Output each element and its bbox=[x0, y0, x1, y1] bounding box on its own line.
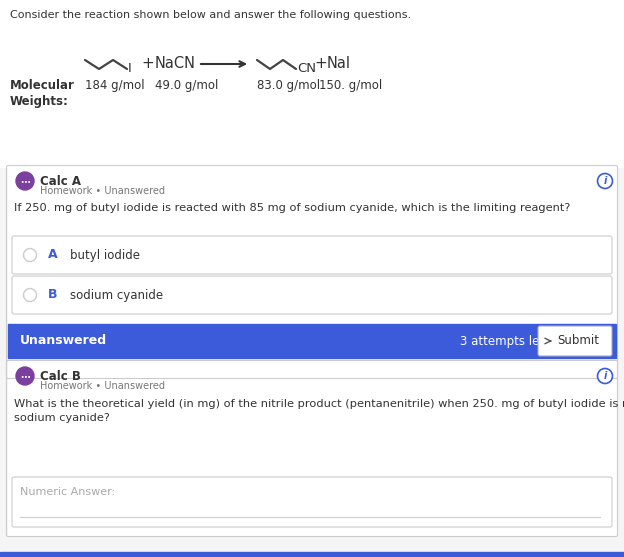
Bar bbox=[0, 0, 624, 167]
Text: If 250. mg of butyl iodide is reacted with 85 mg of sodium cyanide, which is the: If 250. mg of butyl iodide is reacted wi… bbox=[14, 203, 570, 213]
Text: CN: CN bbox=[297, 61, 316, 75]
Text: +: + bbox=[141, 56, 154, 71]
FancyBboxPatch shape bbox=[12, 236, 612, 274]
Text: Unanswered: Unanswered bbox=[20, 335, 107, 348]
Text: Calc B: Calc B bbox=[40, 370, 81, 383]
Text: Calc A: Calc A bbox=[40, 175, 81, 188]
Text: Molecular
Weights:: Molecular Weights: bbox=[10, 79, 75, 108]
Text: 184 g/mol: 184 g/mol bbox=[85, 79, 145, 92]
Text: sodium cyanide?: sodium cyanide? bbox=[14, 413, 110, 423]
Text: Consider the reaction shown below and answer the following questions.: Consider the reaction shown below and an… bbox=[10, 10, 411, 20]
Bar bbox=[8, 362, 616, 535]
Text: Submit: Submit bbox=[557, 335, 599, 348]
Text: 83.0 g/mol: 83.0 g/mol bbox=[257, 79, 320, 92]
Circle shape bbox=[16, 367, 34, 385]
Text: B: B bbox=[48, 289, 57, 301]
Text: 49.0 g/mol: 49.0 g/mol bbox=[155, 79, 218, 92]
Text: 150. g/mol: 150. g/mol bbox=[319, 79, 383, 92]
Circle shape bbox=[598, 173, 613, 188]
Text: sodium cyanide: sodium cyanide bbox=[70, 289, 163, 301]
Text: +: + bbox=[314, 56, 327, 71]
Text: i: i bbox=[603, 176, 607, 186]
Text: A: A bbox=[48, 248, 57, 261]
Text: What is the theoretical yield (in mg) of the nitrile product (pentanenitrile) wh: What is the theoretical yield (in mg) of… bbox=[14, 399, 624, 409]
Text: NaI: NaI bbox=[327, 56, 351, 71]
Text: I: I bbox=[128, 61, 132, 75]
FancyBboxPatch shape bbox=[538, 326, 612, 356]
Text: i: i bbox=[603, 371, 607, 381]
Text: NaCN: NaCN bbox=[155, 56, 196, 71]
Text: ⋯: ⋯ bbox=[20, 176, 30, 186]
FancyBboxPatch shape bbox=[12, 477, 612, 527]
Text: butyl iodide: butyl iodide bbox=[70, 248, 140, 261]
Text: Homework • Unanswered: Homework • Unanswered bbox=[40, 186, 165, 196]
Circle shape bbox=[24, 248, 36, 261]
Text: 3 attempts left: 3 attempts left bbox=[460, 335, 548, 348]
Circle shape bbox=[16, 172, 34, 190]
Text: ⋯: ⋯ bbox=[20, 371, 30, 381]
Circle shape bbox=[598, 369, 613, 384]
Circle shape bbox=[24, 289, 36, 301]
Bar bbox=[8, 167, 616, 377]
Text: Numeric Answer:: Numeric Answer: bbox=[20, 487, 115, 497]
FancyBboxPatch shape bbox=[12, 276, 612, 314]
Bar bbox=[8, 324, 616, 358]
Text: Homework • Unanswered: Homework • Unanswered bbox=[40, 381, 165, 391]
Bar bbox=[0, 552, 624, 557]
